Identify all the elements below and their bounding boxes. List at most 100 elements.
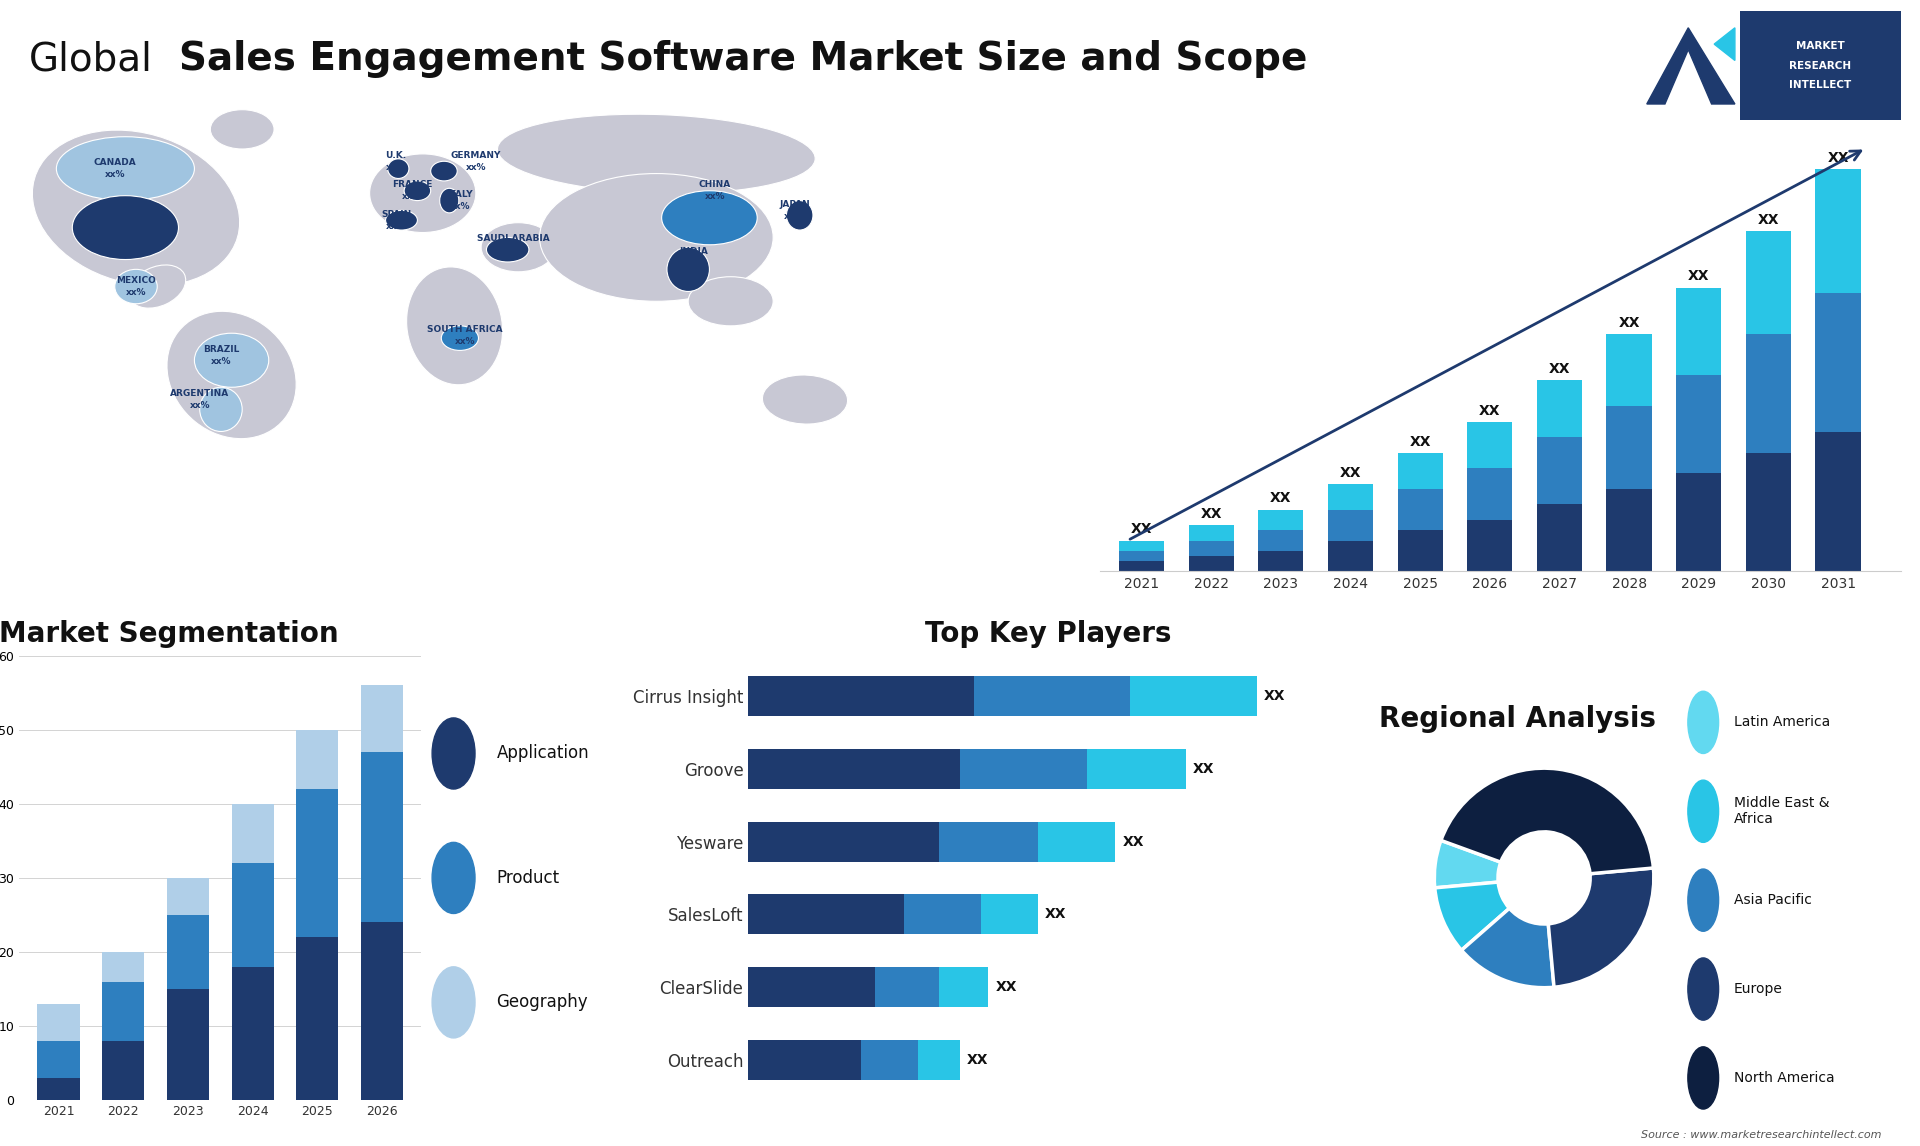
Bar: [232, 863, 275, 967]
Text: XX: XX: [1478, 403, 1501, 417]
Bar: [1536, 438, 1582, 504]
Bar: [1467, 422, 1513, 469]
Bar: [167, 878, 209, 915]
Text: CANADA
xx%: CANADA xx%: [94, 158, 136, 179]
Text: Asia Pacific: Asia Pacific: [1734, 893, 1812, 908]
Bar: [1037, 822, 1116, 862]
Bar: [361, 752, 403, 923]
Bar: [862, 1039, 918, 1080]
Text: Global: Global: [29, 40, 154, 78]
Bar: [749, 894, 904, 934]
Bar: [1398, 453, 1442, 489]
Bar: [1745, 230, 1791, 333]
Ellipse shape: [33, 131, 240, 285]
Text: RESEARCH: RESEARCH: [1789, 61, 1851, 71]
Text: SAUDI ARABIA
xx%: SAUDI ARABIA xx%: [476, 235, 549, 256]
Ellipse shape: [497, 115, 816, 194]
Bar: [296, 937, 338, 1100]
Text: Europe: Europe: [1734, 982, 1784, 996]
Text: North America: North America: [1734, 1070, 1836, 1085]
Bar: [38, 1004, 79, 1041]
Text: SPAIN
xx%: SPAIN xx%: [380, 210, 411, 230]
Text: U.S.
xx%: U.S. xx%: [104, 222, 125, 243]
Ellipse shape: [666, 248, 708, 291]
Circle shape: [1688, 869, 1718, 932]
Ellipse shape: [73, 196, 179, 259]
Ellipse shape: [56, 136, 194, 201]
Text: XX: XX: [1549, 362, 1571, 376]
Ellipse shape: [430, 162, 457, 181]
Text: XX: XX: [1757, 213, 1780, 227]
Bar: [102, 952, 144, 982]
Text: GERMANY
xx%: GERMANY xx%: [451, 151, 501, 172]
Bar: [876, 967, 939, 1007]
Ellipse shape: [115, 269, 157, 304]
Text: XX: XX: [1044, 908, 1066, 921]
Circle shape: [432, 717, 474, 790]
Bar: [939, 822, 1037, 862]
Text: Source : www.marketresearchintellect.com: Source : www.marketresearchintellect.com: [1642, 1130, 1882, 1140]
FancyBboxPatch shape: [1740, 11, 1901, 120]
Bar: [102, 1041, 144, 1100]
Bar: [1188, 525, 1235, 541]
Polygon shape: [1647, 28, 1736, 104]
Bar: [1258, 510, 1304, 531]
Bar: [1676, 288, 1722, 375]
Bar: [1467, 469, 1513, 520]
Ellipse shape: [388, 159, 409, 179]
Title: Top Key Players: Top Key Players: [925, 620, 1171, 647]
Bar: [1398, 531, 1442, 572]
Text: XX: XX: [1409, 434, 1430, 448]
Text: XX: XX: [1192, 762, 1215, 776]
Ellipse shape: [167, 312, 296, 439]
Circle shape: [432, 842, 474, 913]
Text: XX: XX: [1123, 834, 1144, 848]
Text: XX: XX: [1619, 316, 1640, 330]
Bar: [361, 685, 403, 752]
Bar: [232, 803, 275, 863]
Ellipse shape: [129, 265, 186, 308]
Text: JAPAN
xx%: JAPAN xx%: [780, 201, 810, 221]
Bar: [1188, 541, 1235, 556]
Bar: [1607, 333, 1651, 407]
Bar: [38, 1078, 79, 1100]
Bar: [918, 1039, 960, 1080]
Bar: [749, 676, 973, 716]
Bar: [1398, 489, 1442, 531]
Bar: [1536, 504, 1582, 572]
Ellipse shape: [662, 190, 756, 245]
Text: U.K.
xx%: U.K. xx%: [386, 151, 407, 172]
Bar: [1329, 484, 1373, 510]
Text: MEXICO
xx%: MEXICO xx%: [115, 276, 156, 297]
Text: XX: XX: [1263, 689, 1284, 702]
Text: SOUTH AFRICA
xx%: SOUTH AFRICA xx%: [428, 325, 503, 346]
Bar: [38, 1041, 79, 1078]
Bar: [1329, 541, 1373, 572]
Ellipse shape: [442, 325, 478, 351]
Polygon shape: [1715, 28, 1736, 61]
Text: XX: XX: [1131, 523, 1152, 536]
Bar: [749, 967, 876, 1007]
Bar: [1087, 748, 1187, 788]
Bar: [102, 982, 144, 1041]
Ellipse shape: [486, 237, 528, 262]
Bar: [1258, 551, 1304, 572]
Wedge shape: [1434, 840, 1501, 888]
Bar: [1607, 407, 1651, 489]
Text: CHINA
xx%: CHINA xx%: [699, 180, 732, 202]
Text: XX: XX: [1688, 269, 1709, 283]
Circle shape: [1688, 958, 1718, 1020]
Bar: [296, 730, 338, 790]
Bar: [1119, 551, 1164, 562]
Bar: [1816, 168, 1860, 292]
Ellipse shape: [787, 201, 812, 230]
Bar: [167, 989, 209, 1100]
Ellipse shape: [200, 387, 242, 431]
Text: Middle East &
Africa: Middle East & Africa: [1734, 796, 1830, 826]
Ellipse shape: [407, 267, 503, 385]
Text: MARKET: MARKET: [1795, 41, 1845, 52]
Wedge shape: [1440, 768, 1653, 873]
Ellipse shape: [386, 211, 417, 230]
Text: XX: XX: [1828, 150, 1849, 165]
Bar: [1119, 562, 1164, 572]
